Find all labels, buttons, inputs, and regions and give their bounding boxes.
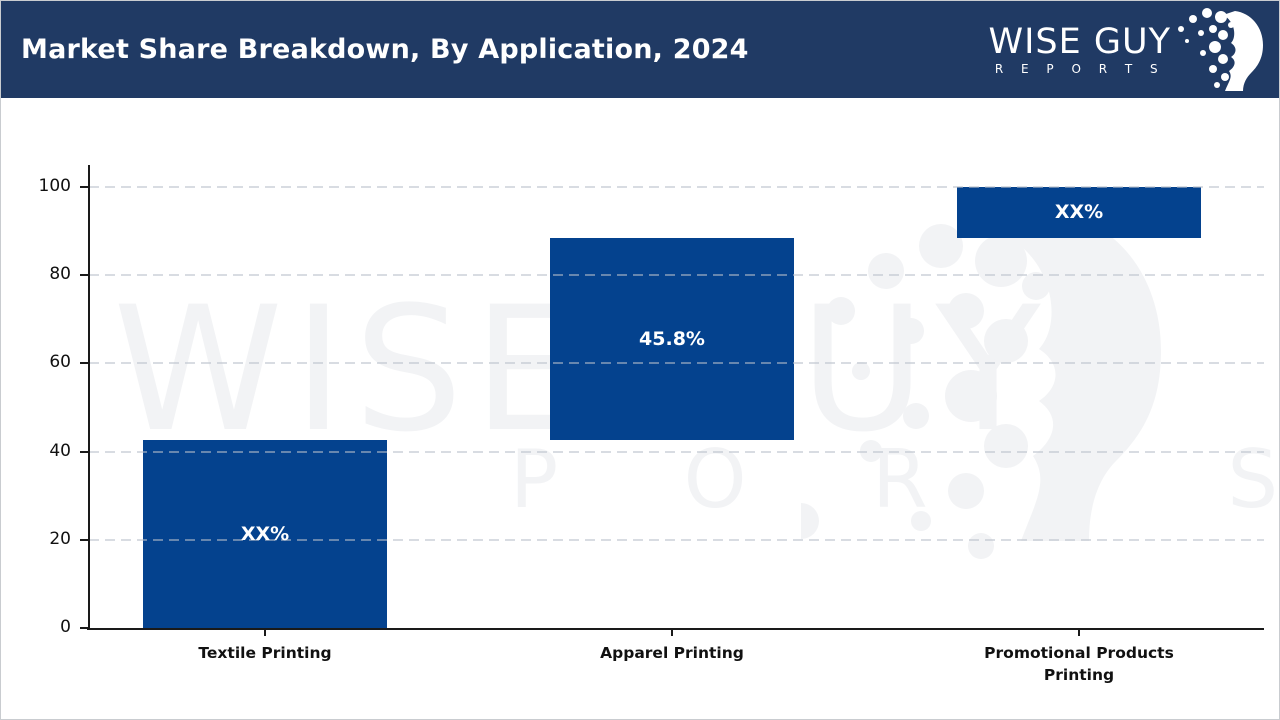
x-tick-mark [671,630,673,636]
x-category-label: Promotional Products Printing [984,644,1174,684]
bar-value-label: XX% [240,522,290,545]
x-axis-line [87,628,1264,630]
bar-textile-printing [143,439,387,628]
y-tick-mark [80,450,88,453]
x-category-label: Textile Printing [198,644,332,662]
gridline [89,450,1264,453]
y-tick-label: 60 [49,352,71,373]
watermark-head-icon [801,211,1161,559]
gridline [89,186,1264,188]
brand-subname: R E P O R T S [994,61,1165,76]
x-tick-mark [1078,630,1080,636]
bar-value-label: 45.8% [639,327,705,350]
brand-logo-text: WISE GUY R E P O R T S [988,24,1171,76]
dotted-head-profile-icon [1178,8,1263,91]
y-tick-mark [80,627,88,629]
header-bar: Market Share Breakdown, By Application, … [1,1,1279,98]
brand-logo: WISE GUY R E P O R T S [988,7,1265,93]
y-tick-label: 20 [49,528,71,549]
x-category-label: Apparel Printing [600,644,744,662]
y-tick-label: 40 [49,440,71,461]
y-tick-label: 100 [38,176,71,196]
y-tick-mark [80,362,88,365]
bar-apparel-printing [550,237,794,440]
y-tick-mark [80,274,88,277]
x-tick-mark [264,630,266,636]
bar-value-label: XX% [1054,201,1104,224]
gridline [89,362,1264,365]
brand-name: WISE GUY [988,22,1171,63]
y-tick-label: 80 [49,264,71,285]
y-tick-label: 0 [60,617,71,637]
y-tick-mark [80,538,88,541]
page-title: Market Share Breakdown, By Application, … [21,34,749,65]
gridline [89,274,1264,277]
gridline [89,538,1264,541]
y-axis-line [88,165,90,630]
y-tick-mark [80,186,88,188]
